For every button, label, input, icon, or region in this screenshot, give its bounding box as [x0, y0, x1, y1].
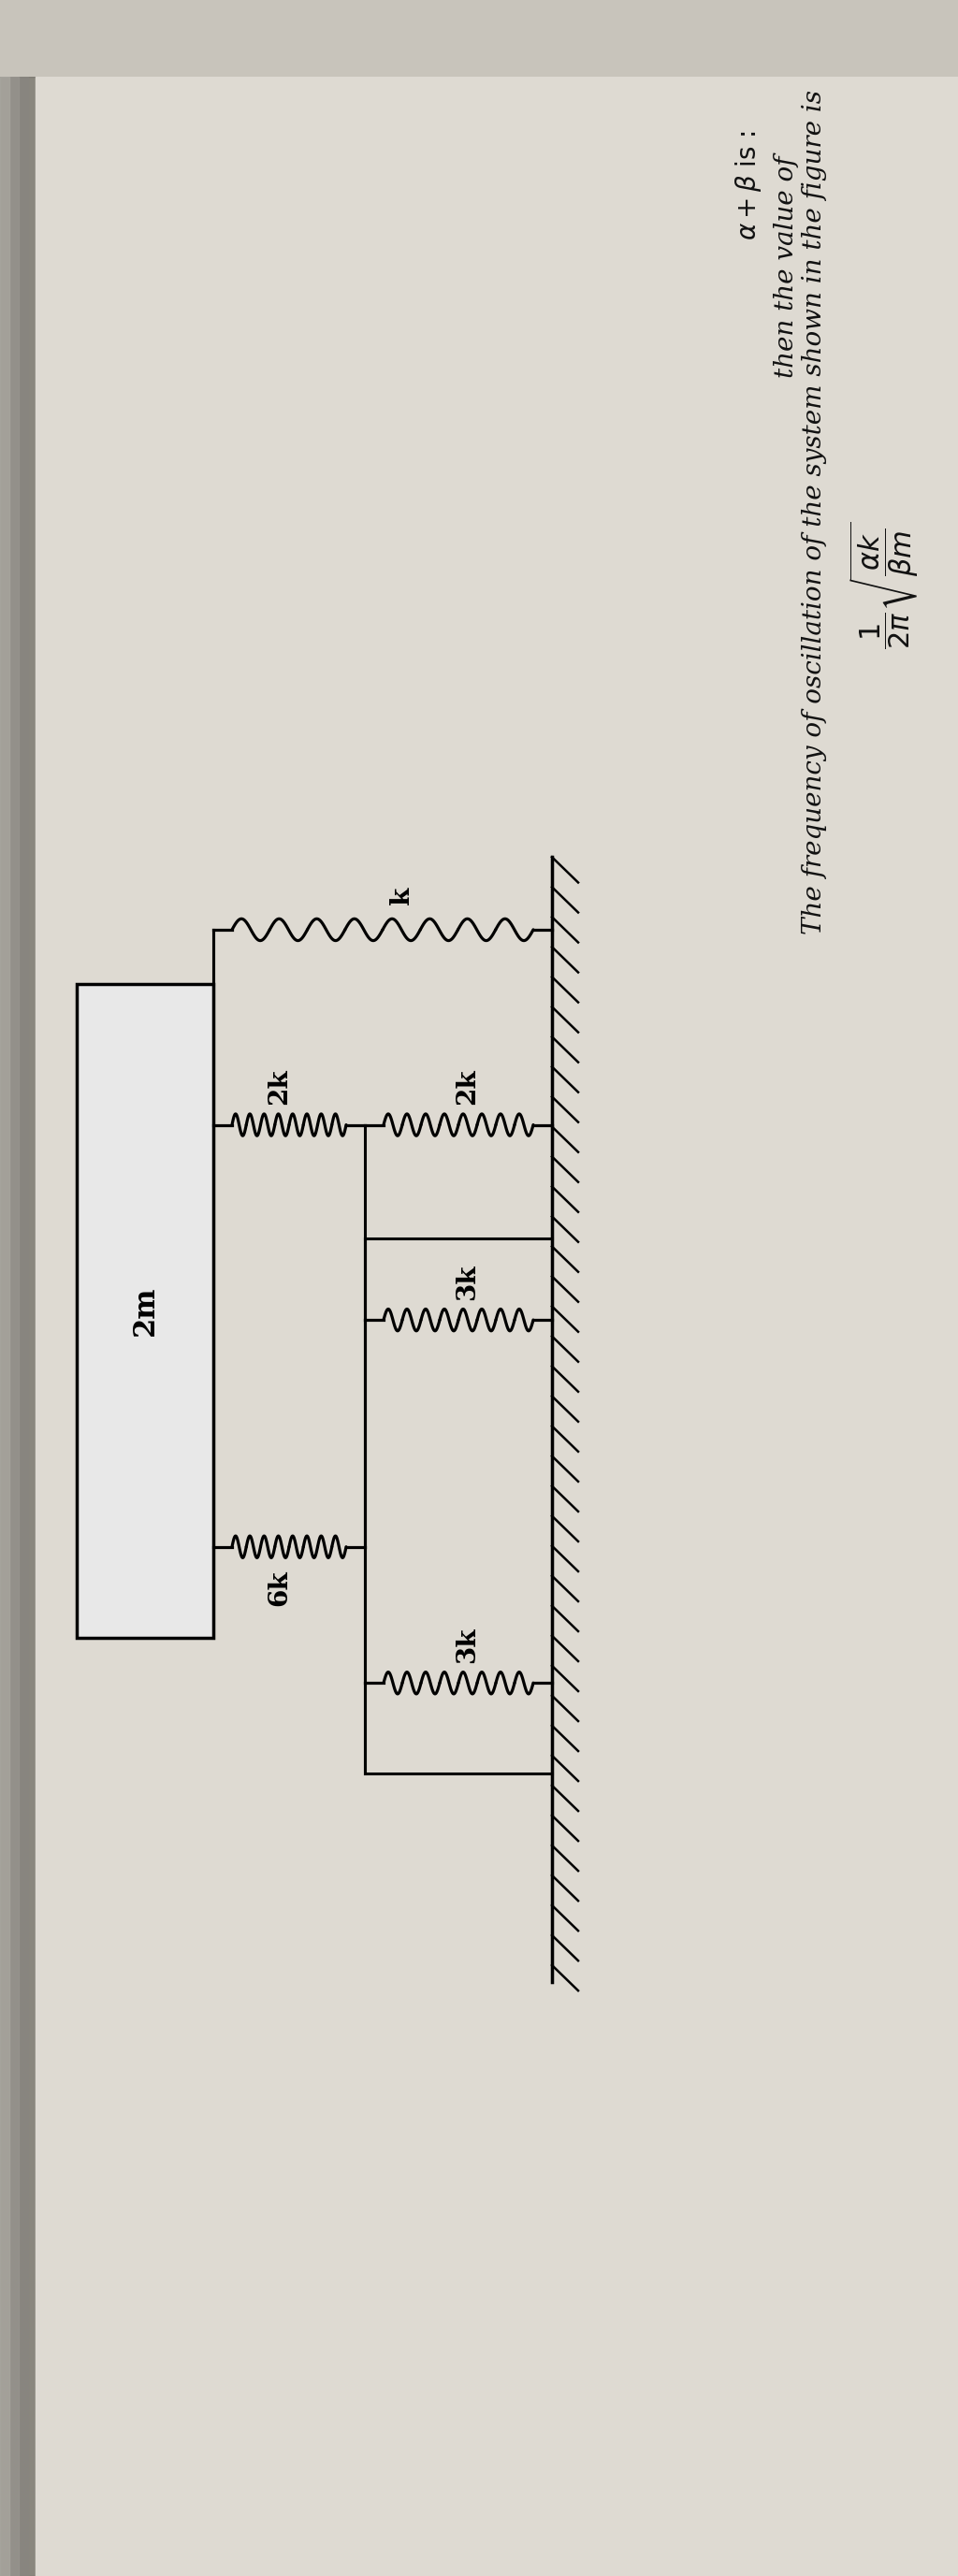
Text: 6k: 6k	[267, 1569, 292, 1605]
Text: then the value of: then the value of	[773, 157, 798, 379]
Text: $\dfrac{1}{2\pi}\sqrt{\dfrac{\alpha k}{\beta m}}$: $\dfrac{1}{2\pi}\sqrt{\dfrac{\alpha k}{\…	[848, 520, 921, 649]
Text: The frequency of oscillation of the system shown in the figure is: The frequency of oscillation of the syst…	[801, 90, 827, 935]
Text: 2k: 2k	[455, 1069, 480, 1105]
Text: 3k: 3k	[455, 1628, 480, 1664]
Bar	[0, 77, 37, 2576]
Bar	[0, 77, 28, 2576]
Text: $\alpha + \beta$ is :: $\alpha + \beta$ is :	[734, 131, 764, 240]
Text: 2k: 2k	[267, 1069, 292, 1105]
Bar	[365, 1239, 552, 1775]
Text: k: k	[389, 886, 414, 904]
Bar	[0, 77, 10, 2576]
Bar	[0, 77, 19, 2576]
Text: 2m: 2m	[130, 1285, 160, 1337]
Text: 3k: 3k	[455, 1265, 480, 1301]
Bar	[77, 984, 214, 1638]
